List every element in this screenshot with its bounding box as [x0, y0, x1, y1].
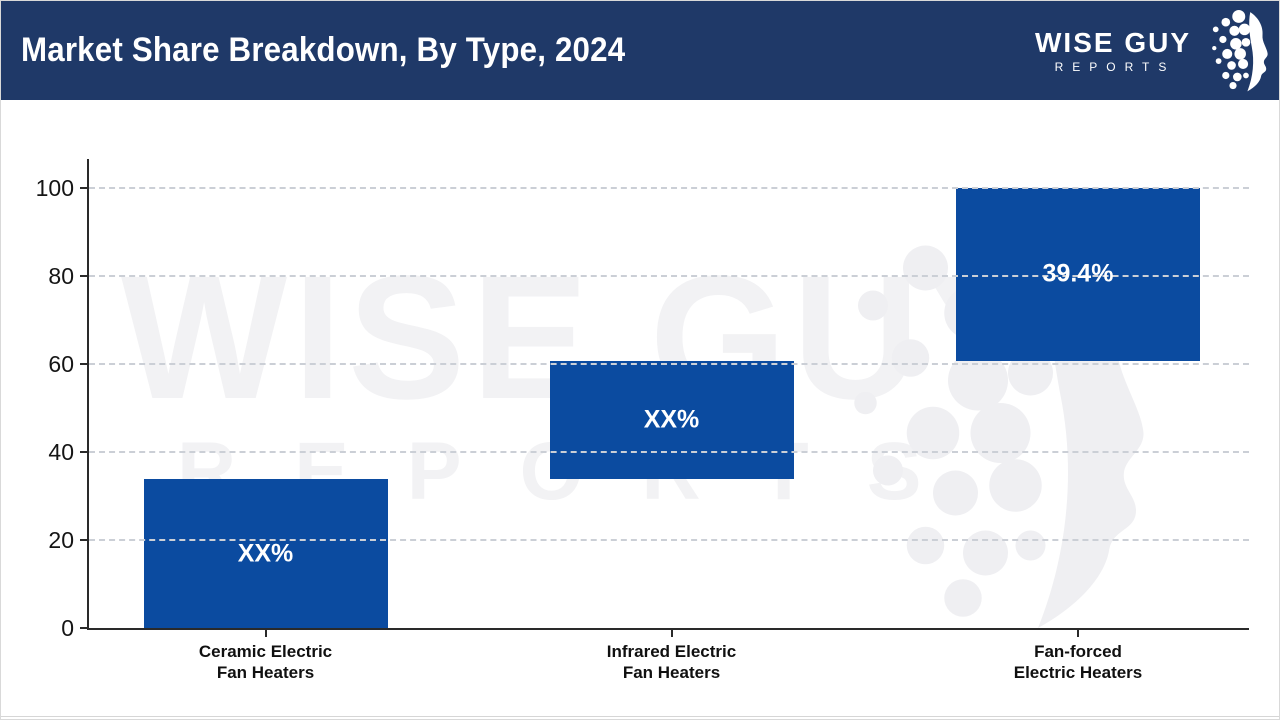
y-axis-spine	[87, 159, 89, 630]
x-tick-2	[670, 630, 673, 637]
y-tick-label-80: 80	[48, 262, 74, 289]
gridline-80	[89, 274, 1249, 277]
header-bar: Market Share Breakdown, By Type, 2024 WI…	[1, 1, 1279, 100]
logo-text: WISE GUY REPORTS	[1034, 26, 1191, 74]
bar-value-label-1: XX%	[237, 539, 294, 568]
y-tick-40	[80, 450, 87, 453]
bar-value-label-2: XX%	[643, 405, 700, 434]
logo-face-icon	[1212, 9, 1268, 91]
logo-wordmark: WISE GUY	[1034, 26, 1191, 58]
category-label-line: Fan Heaters	[216, 663, 315, 682]
category-label-line: Ceramic Electric	[198, 642, 333, 661]
y-tick-60	[80, 362, 87, 365]
wise-guy-logo: WISE GUY REPORTS	[1035, 7, 1269, 95]
bar-segment-3	[956, 187, 1200, 362]
category-label-line: Electric Heaters	[1013, 663, 1143, 682]
y-tick-label-100: 100	[35, 174, 74, 201]
y-tick-label-20: 20	[48, 526, 74, 553]
bar-value-label-3: 39.4%	[1042, 259, 1114, 288]
bottom-hairline	[1, 716, 1279, 717]
y-tick-20	[80, 538, 87, 541]
gridline-100	[89, 186, 1249, 189]
category-label-2: Infrared Electric Fan Heaters	[522, 641, 822, 683]
category-label-line: Infrared Electric	[606, 642, 737, 661]
x-axis-spine	[87, 628, 1249, 630]
y-tick-100	[80, 186, 87, 189]
bar-segment-2	[549, 361, 794, 480]
y-tick-label-60: 60	[48, 350, 74, 377]
category-label-3: Fan-forced Electric Heaters	[928, 641, 1228, 683]
y-tick-label-0: 0	[61, 615, 74, 641]
gridline-20	[89, 538, 1249, 541]
gridline-60	[89, 362, 1249, 365]
category-label-1: Ceramic Electric Fan Heaters	[116, 641, 416, 683]
x-tick-1	[264, 630, 267, 637]
x-tick-3	[1077, 630, 1079, 637]
logo-reports-label: REPORTS	[1054, 59, 1176, 74]
y-tick-0	[80, 627, 87, 629]
y-tick-80	[80, 274, 87, 277]
gridline-40	[89, 450, 1249, 453]
y-tick-label-40: 40	[48, 438, 74, 465]
category-label-line: Fan-forced	[1034, 642, 1122, 661]
page-title: Market Share Breakdown, By Type, 2024	[21, 31, 626, 69]
category-label-line: Fan Heaters	[622, 663, 721, 682]
bar-segment-1	[143, 479, 388, 628]
